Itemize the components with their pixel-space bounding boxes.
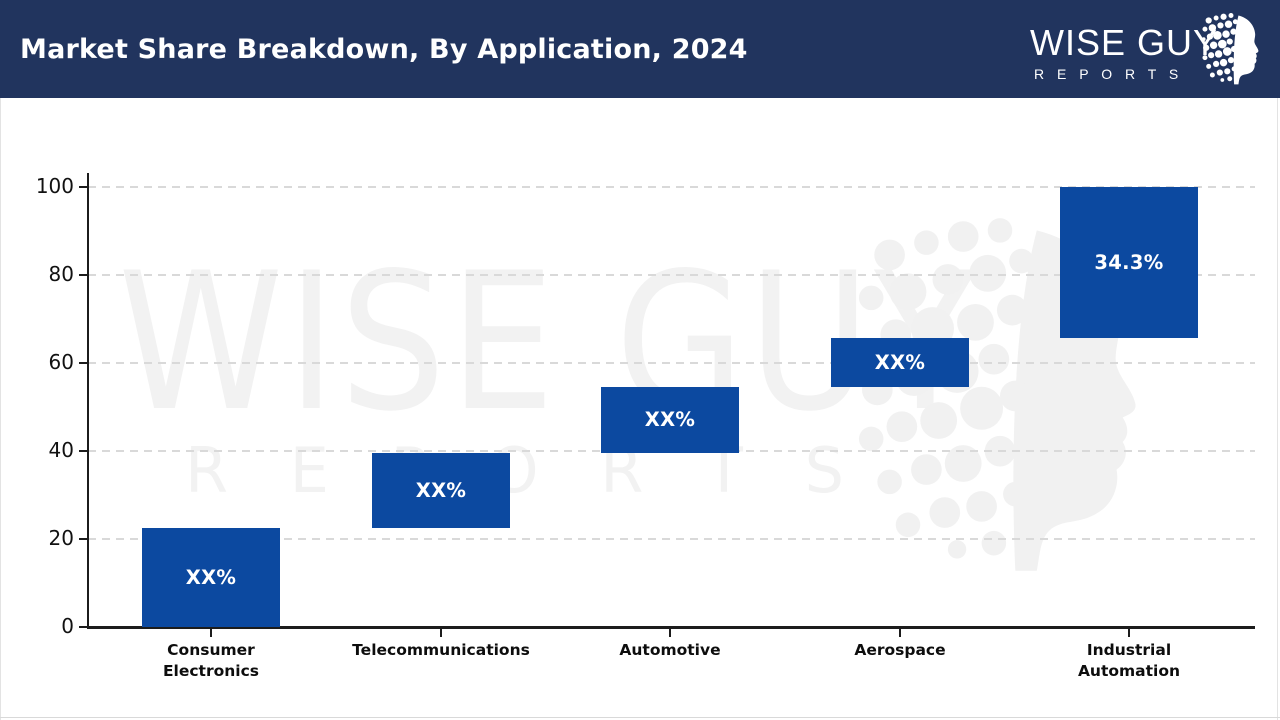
y-tick-label: 0 [61,614,74,638]
x-category-label-line: Industrial [1086,641,1172,659]
y-tick-20 [79,538,88,540]
x-tick-4 [1128,629,1130,637]
bar-aerospace: XX% [831,337,969,388]
bar-automotive: XX% [601,387,739,453]
x-category-label: Telecommunications [331,640,551,661]
header-bar: Market Share Breakdown, By Application, … [0,0,1280,98]
x-category-label-line: Aerospace [854,641,946,659]
gridline-100 [88,186,1255,188]
y-tick-40 [79,450,88,452]
x-tick-2 [669,629,671,637]
x-category-label-line: Automotive [619,641,721,659]
logo-wordmark: WISE GUY [1030,22,1218,63]
x-tick-3 [899,629,901,637]
y-tick-80 [79,274,88,276]
y-tick-60 [79,362,88,364]
bar-telecommunications: XX% [372,452,510,528]
x-category-label: Industrial Automation [1019,640,1239,682]
bar-consumer-electronics: XX% [142,528,280,627]
y-tick-label: 20 [48,526,74,550]
y-tick-label: 60 [48,350,74,374]
y-tick-label: 80 [48,262,74,286]
bar-value-label: XX% [874,351,926,375]
bar-value-label: XX% [644,408,696,432]
x-category-label-line: Automation [1077,662,1181,680]
page-title: Market Share Breakdown, By Application, … [20,33,748,65]
bar-value-label: XX% [415,478,467,502]
wise-guy-reports-logo: WISE GUY R E P O R T S [1030,13,1259,85]
x-category-label-line: Telecommunications [352,641,530,659]
y-tick-100 [79,186,88,188]
y-axis-line [87,173,89,629]
logo-subtitle: R E P O R T S [1034,66,1183,82]
gridline-60 [88,362,1255,364]
x-axis-line [87,626,1255,629]
y-tick-label: 40 [48,438,74,462]
right-edge-line [1277,98,1278,720]
left-edge-line [0,98,1,720]
x-category-label: Automotive [560,640,780,661]
x-tick-1 [440,629,442,637]
bar-value-label: 34.3% [1094,250,1164,274]
y-tick-0 [79,626,88,628]
x-tick-0 [210,629,212,637]
bar-industrial-automation: 34.3% [1060,187,1198,338]
x-category-label: Aerospace [790,640,1010,661]
gridline-20 [88,538,1255,540]
bottom-edge-line [0,717,1280,718]
bar-value-label: XX% [185,566,237,589]
gridline-80 [88,274,1255,276]
x-category-label: Consumer Electronics [101,640,321,682]
x-category-label-line: Consumer [167,641,255,659]
y-tick-label: 100 [35,174,74,198]
x-category-label-line: Electronics [162,662,260,680]
